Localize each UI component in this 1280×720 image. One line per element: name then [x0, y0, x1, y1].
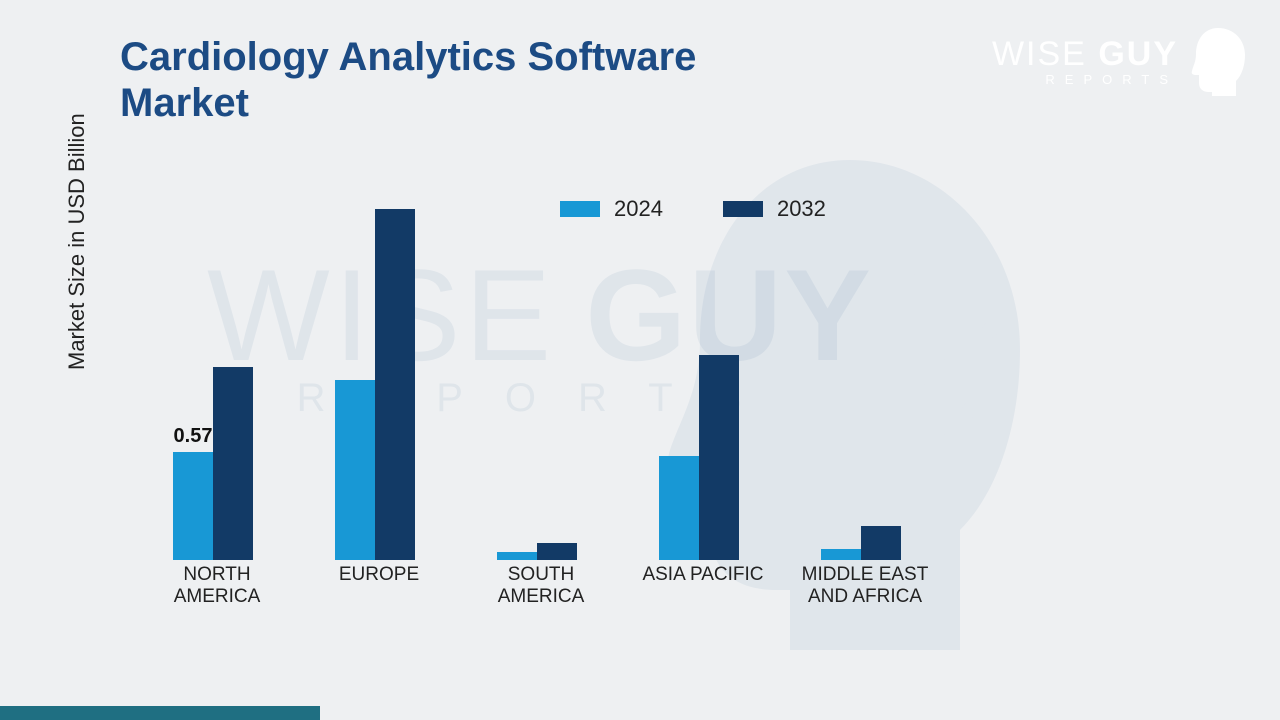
bar-chart: Market Size in USD Billion 0.57 NORTH AM…	[86, 190, 956, 670]
y-axis-label: Market Size in USD Billion	[64, 113, 90, 370]
canvas: WISE GUY REPORTS Cardiology Analytics So…	[0, 0, 1280, 720]
page-title: Cardiology Analytics Software Market	[120, 34, 760, 126]
bar	[213, 367, 253, 560]
bar	[537, 543, 577, 560]
brand-word1: WISE	[992, 35, 1087, 74]
bar	[699, 355, 739, 560]
brand-logo: WISE GUY REPORTS	[992, 26, 1250, 96]
bar	[659, 456, 699, 560]
category-label: SOUTH AMERICA	[471, 564, 611, 608]
bottom-strip	[0, 706, 320, 720]
brand-sub: REPORTS	[992, 72, 1178, 87]
brand-head-icon	[1190, 26, 1250, 96]
category-label: EUROPE	[309, 564, 449, 586]
category-label: ASIA PACIFIC	[633, 564, 773, 586]
bar: 0.57	[173, 452, 213, 560]
brand-word2: GUY	[1098, 35, 1178, 74]
baseline	[136, 560, 946, 561]
bar	[335, 380, 375, 560]
bar	[375, 209, 415, 560]
category-label: MIDDLE EAST AND AFRICA	[795, 564, 935, 608]
bar-value-label: 0.57	[174, 425, 213, 448]
category-label: NORTH AMERICA	[147, 564, 287, 608]
bar	[861, 526, 901, 560]
plot-area: 0.57	[136, 200, 946, 560]
bar	[821, 549, 861, 560]
bar	[497, 552, 537, 560]
